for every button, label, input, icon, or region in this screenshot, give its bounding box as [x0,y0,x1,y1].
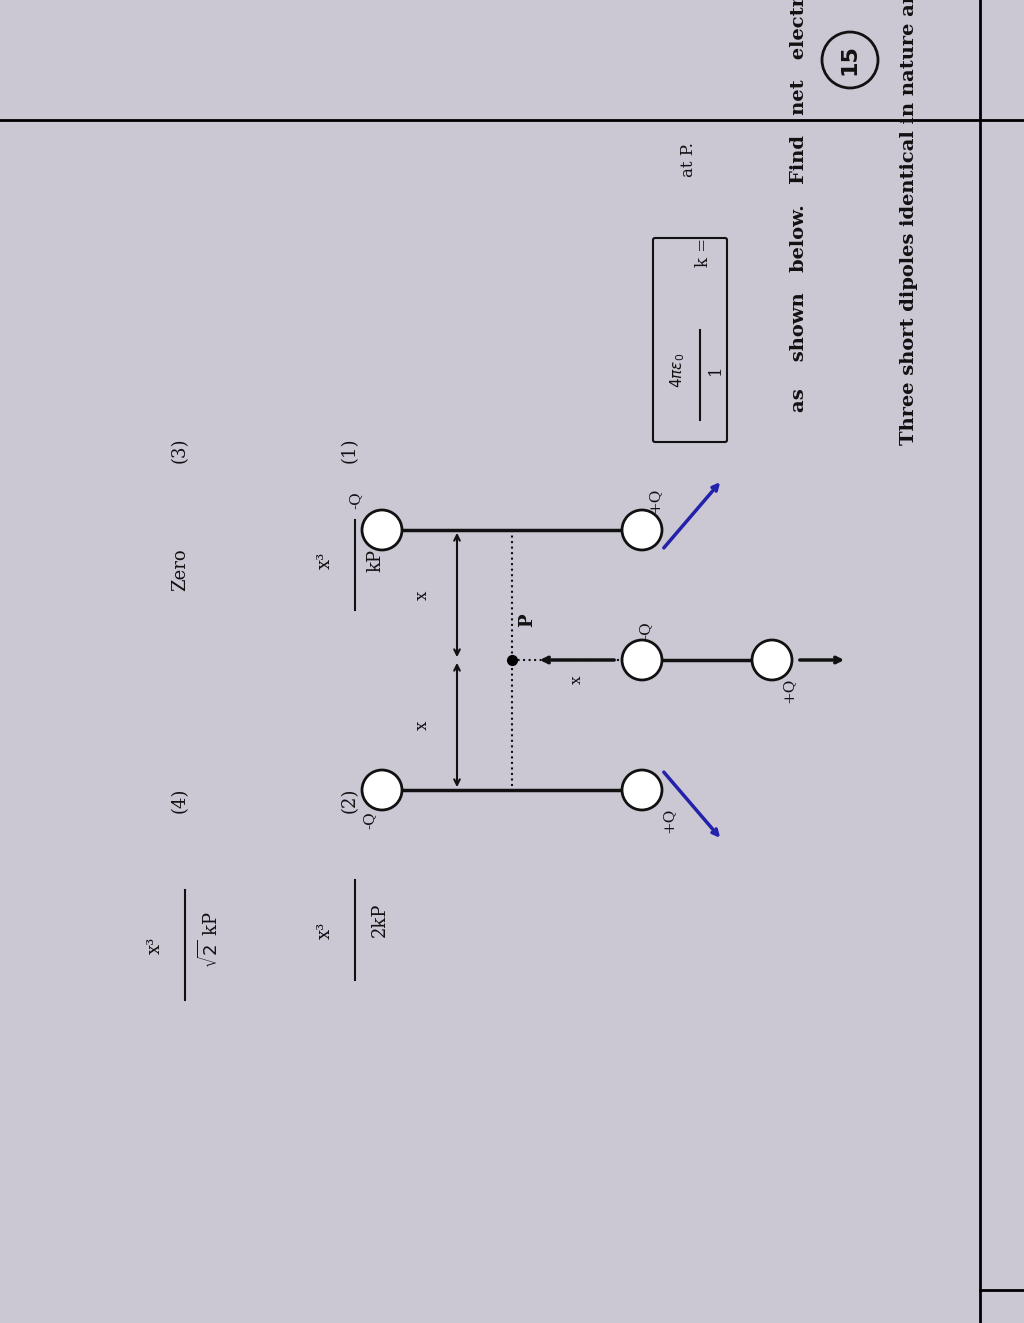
Text: $\sqrt{2}$ kP: $\sqrt{2}$ kP [198,912,222,968]
Text: $4\pi\varepsilon_0$: $4\pi\varepsilon_0$ [669,352,687,388]
Circle shape [752,640,792,680]
Text: x³: x³ [146,937,164,954]
Text: Three short dipoles identical in nature are arranged: Three short dipoles identical in nature … [900,0,918,446]
Text: k =: k = [695,233,712,267]
Text: Zero: Zero [171,549,189,591]
Text: (1): (1) [341,437,359,463]
Text: kP: kP [366,549,384,572]
Circle shape [362,509,402,550]
Text: +Q: +Q [782,677,796,703]
Text: x: x [414,590,430,599]
Circle shape [622,509,662,550]
Text: -Q: -Q [348,491,362,509]
Text: -Q: -Q [362,811,376,830]
Text: 1: 1 [707,365,724,376]
Text: (4): (4) [171,787,189,812]
Text: +Q: +Q [648,487,662,513]
Text: (2): (2) [341,787,359,812]
Text: 2kP: 2kP [371,902,389,937]
Circle shape [622,640,662,680]
Text: P: P [518,613,536,627]
Text: x: x [570,676,584,684]
Text: 15: 15 [840,45,860,75]
Text: +Q: +Q [662,807,676,832]
Text: (3): (3) [171,437,189,463]
Circle shape [362,770,402,810]
Text: as    shown   below.   Find   net   electric   field: as shown below. Find net electric field [790,0,808,413]
Text: x³: x³ [316,921,334,938]
Circle shape [622,770,662,810]
Text: at P.: at P. [680,143,697,177]
Text: -Q: -Q [638,620,652,639]
Text: x³: x³ [316,552,334,569]
Text: x: x [414,720,430,730]
